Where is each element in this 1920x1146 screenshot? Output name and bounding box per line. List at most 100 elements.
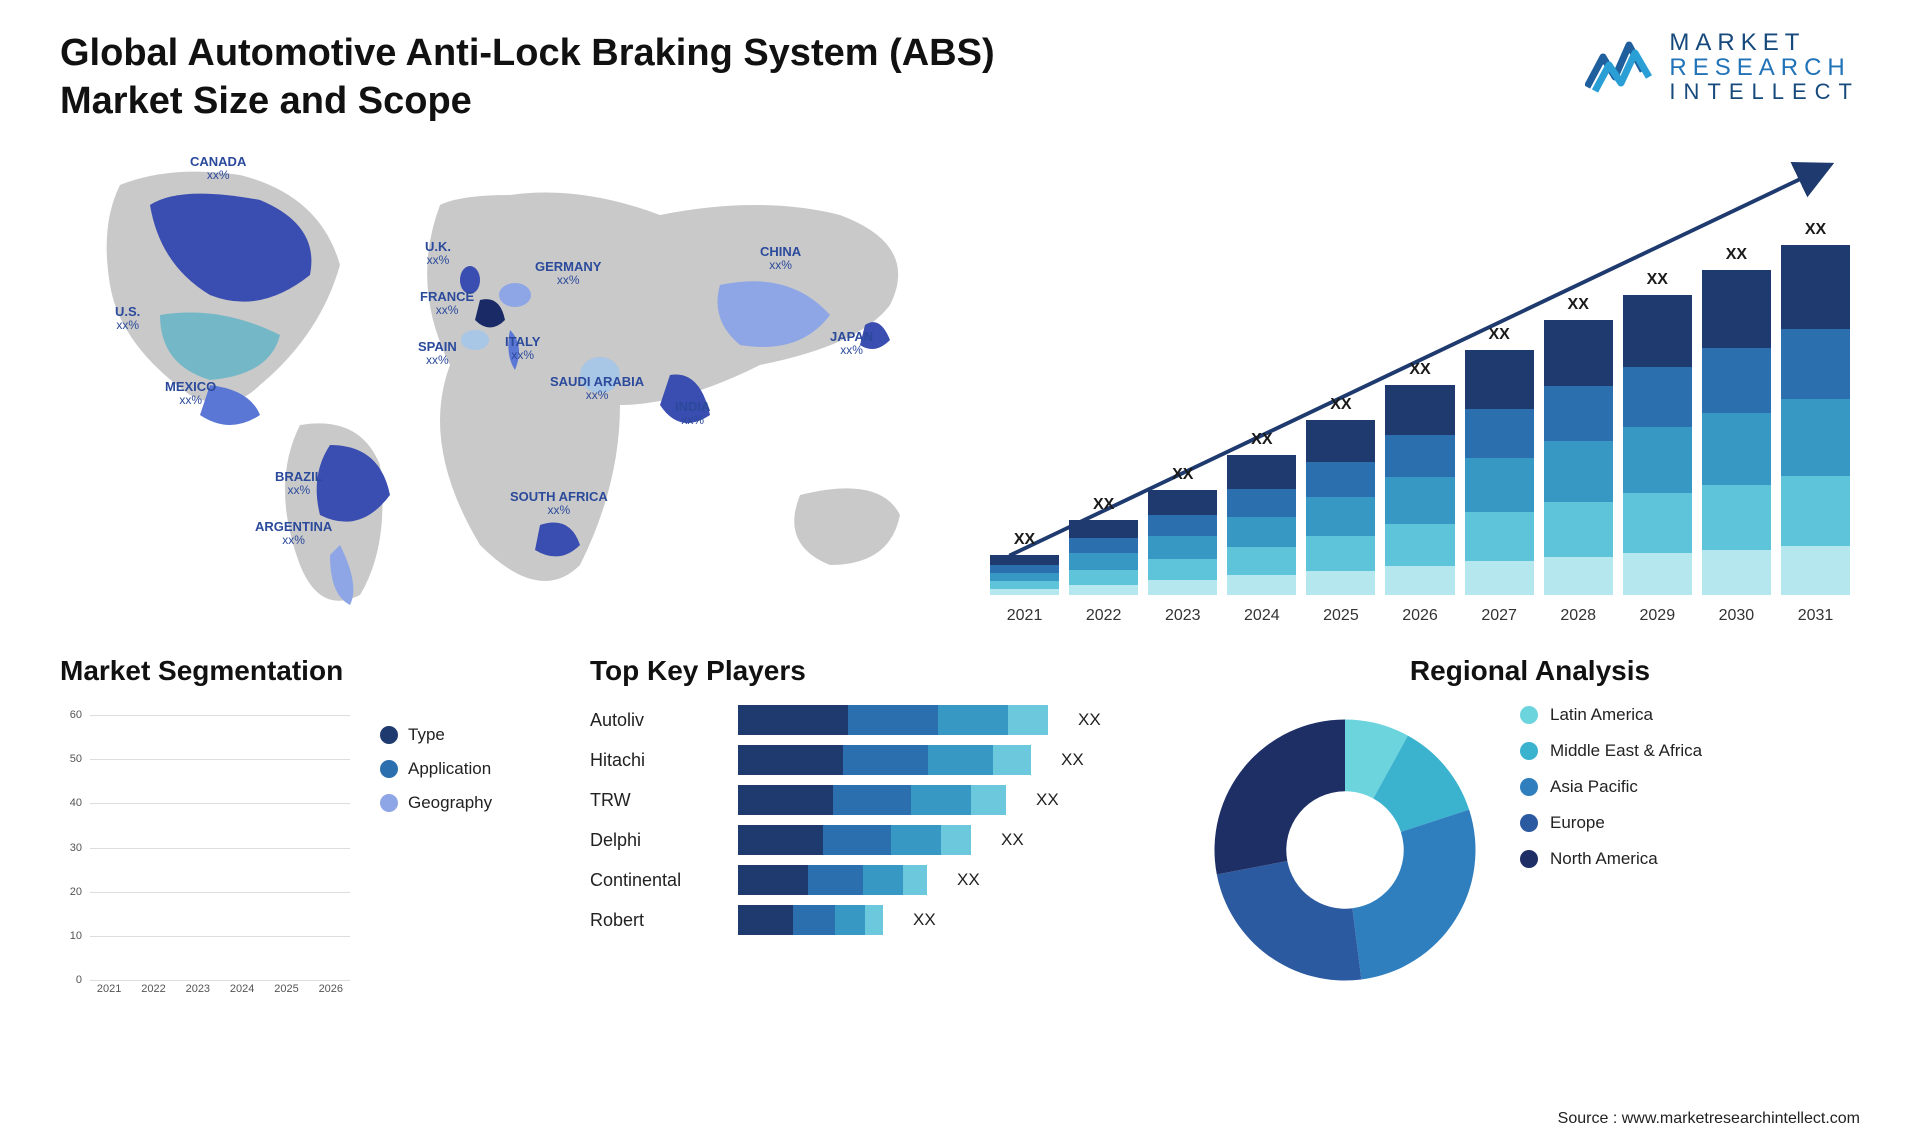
bar-segment [1069, 538, 1138, 553]
bar-segment [1702, 270, 1771, 348]
legend-dot-icon [1520, 814, 1538, 832]
key-player-name: Hitachi [590, 750, 720, 771]
bar-segment [1069, 585, 1138, 596]
map-country-label: CANADAxx% [190, 155, 246, 182]
map-country-label: GERMANYxx% [535, 260, 601, 287]
bar-segment [1306, 462, 1375, 497]
x-axis-label: 2023 [179, 983, 217, 1005]
legend-label: Geography [408, 793, 492, 813]
map-country-label: INDIAxx% [675, 400, 710, 427]
x-axis-label: 2021 [90, 983, 128, 1005]
bar-value-label: XX [1172, 466, 1193, 484]
x-axis-label: 2026 [1385, 607, 1454, 625]
legend-dot-icon [1520, 742, 1538, 760]
x-axis-label: 2023 [1148, 607, 1217, 625]
key-players-panel: Top Key Players AutolivXXHitachiXXTRWXXD… [590, 655, 1150, 1005]
bar-segment [990, 555, 1059, 565]
map-country-label: CHINAxx% [760, 245, 801, 272]
key-player-value: XX [1078, 710, 1101, 730]
bar-segment [1227, 489, 1296, 517]
main-bar-column: XX [1465, 175, 1534, 595]
main-bar-column: XX [1148, 175, 1217, 595]
main-bar-column: XX [1702, 175, 1771, 595]
x-axis-label: 2024 [223, 983, 261, 1005]
main-bar-column: XX [1385, 175, 1454, 595]
bar-segment [1385, 385, 1454, 435]
map-country-label: SOUTH AFRICAxx% [510, 490, 608, 517]
x-axis-label: 2025 [1306, 607, 1375, 625]
map-country-label: ITALYxx% [505, 335, 540, 362]
x-axis-label: 2031 [1781, 607, 1850, 625]
y-axis-tick: 40 [70, 797, 82, 809]
bar-segment [990, 581, 1059, 589]
bar-segment [1148, 536, 1217, 559]
donut-slice [1217, 861, 1362, 980]
bar-segment [1623, 553, 1692, 595]
regional-title: Regional Analysis [1200, 655, 1860, 687]
map-country-label: MEXICOxx% [165, 380, 216, 407]
key-player-row: AutolivXX [590, 705, 1150, 735]
main-bar-chart: XXXXXXXXXXXXXXXXXXXXXX 20212022202320242… [980, 145, 1860, 625]
donut-slice [1352, 810, 1475, 980]
map-country-label: FRANCExx% [420, 290, 474, 317]
main-bar-column: XX [1544, 175, 1613, 595]
bar-value-label: XX [1805, 221, 1826, 239]
main-bar-column: XX [1306, 175, 1375, 595]
key-player-name: Continental [590, 870, 720, 891]
bar-segment [1702, 550, 1771, 596]
legend-item: Geography [380, 793, 492, 813]
legend-item: Asia Pacific [1520, 777, 1702, 797]
donut-slice [1215, 720, 1346, 875]
bar-segment [1148, 490, 1217, 515]
bar-segment [1623, 427, 1692, 493]
key-player-value: XX [1001, 830, 1024, 850]
y-axis-tick: 0 [76, 974, 82, 986]
bar-value-label: XX [1568, 296, 1589, 314]
x-axis-label: 2022 [134, 983, 172, 1005]
key-player-value: XX [1061, 750, 1084, 770]
segmentation-title: Market Segmentation [60, 655, 540, 687]
page-title: Global Automotive Anti-Lock Braking Syst… [60, 30, 1010, 125]
bar-segment [1385, 566, 1454, 595]
key-player-name: Delphi [590, 830, 720, 851]
map-country-label: U.S.xx% [115, 305, 140, 332]
bar-segment [1148, 559, 1217, 580]
bar-segment [990, 573, 1059, 582]
map-country-label: SPAINxx% [418, 340, 457, 367]
bar-segment [1465, 350, 1534, 409]
map-country-label: U.K.xx% [425, 240, 451, 267]
bar-segment [1465, 512, 1534, 561]
key-player-bar [738, 865, 927, 895]
bar-value-label: XX [1488, 326, 1509, 344]
legend-item: Middle East & Africa [1520, 741, 1702, 761]
legend-item: Latin America [1520, 705, 1702, 725]
key-player-value: XX [913, 910, 936, 930]
bar-segment [1069, 553, 1138, 570]
y-axis-tick: 20 [70, 886, 82, 898]
bar-segment [1227, 455, 1296, 489]
key-player-row: Continental XX [590, 865, 1150, 895]
legend-item: Application [380, 759, 492, 779]
bar-value-label: XX [1093, 496, 1114, 514]
main-bar-column: XX [1227, 175, 1296, 595]
bar-segment [1544, 502, 1613, 557]
legend-dot-icon [1520, 778, 1538, 796]
bar-segment [1306, 536, 1375, 571]
bar-segment [1385, 477, 1454, 523]
main-bar-column: XX [1781, 175, 1850, 595]
bar-value-label: XX [1330, 396, 1351, 414]
main-bar-column: XX [1069, 175, 1138, 595]
legend-dot-icon [1520, 706, 1538, 724]
bar-segment [1544, 386, 1613, 441]
key-player-value: XX [957, 870, 980, 890]
bar-segment [990, 589, 1059, 595]
key-player-bar [738, 905, 883, 935]
key-player-row: RobertXX [590, 905, 1150, 935]
y-axis-tick: 10 [70, 930, 82, 942]
legend-label: Type [408, 725, 445, 745]
y-axis-tick: 30 [70, 842, 82, 854]
bar-segment [1781, 546, 1850, 595]
key-player-row: Hitachi XX [590, 745, 1150, 775]
bar-segment [1544, 441, 1613, 502]
segmentation-legend: Type Application Geography [380, 705, 492, 1005]
